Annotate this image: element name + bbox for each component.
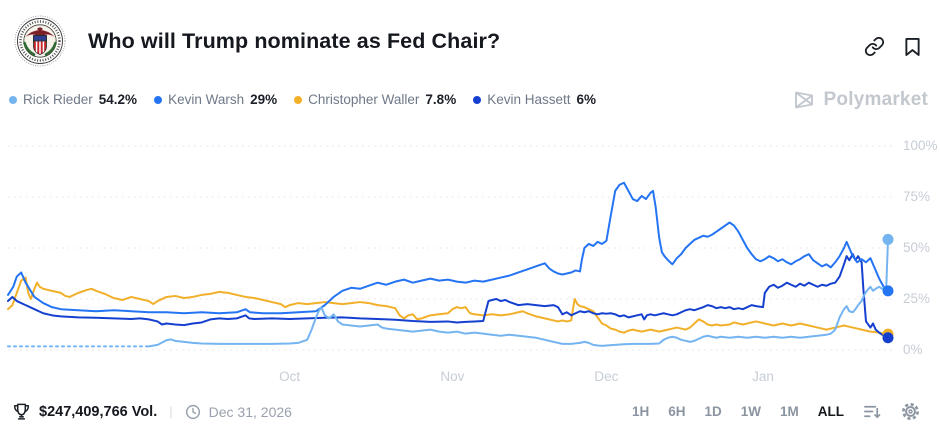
legend-item-christopher-waller[interactable]: Christopher Waller 7.8% bbox=[294, 92, 456, 107]
polymarket-wordmark: Polymarket bbox=[823, 89, 928, 110]
christopher-waller-dot-icon bbox=[294, 95, 303, 104]
price-chart[interactable] bbox=[0, 130, 940, 375]
x-tick-Nov: Nov bbox=[440, 369, 465, 384]
range-1d[interactable]: 1D bbox=[704, 404, 722, 419]
legend-item-kevin-hassett[interactable]: Kevin Hassett 6% bbox=[473, 92, 596, 107]
x-tick-Oct: Oct bbox=[279, 369, 301, 384]
warsh-end-dot bbox=[882, 285, 894, 297]
range-1w[interactable]: 1W bbox=[740, 404, 761, 419]
x-tick-Jan: Jan bbox=[752, 369, 774, 384]
page-title: Who will Trump nominate as Fed Chair? bbox=[88, 29, 501, 53]
rick-rieder-dot-icon bbox=[9, 95, 17, 104]
y-tick-100%: 100% bbox=[903, 138, 938, 153]
footer-market-stats: $247,409,766 Vol. | Dec 31, 2026 bbox=[12, 402, 292, 421]
trophy-icon bbox=[13, 403, 30, 420]
polymarket-logo-icon bbox=[794, 91, 813, 109]
rieder-line bbox=[147, 238, 889, 348]
time-range-toolbar: 1H 6H 1D 1W 1M ALL bbox=[632, 402, 920, 421]
federal-reserve-seal bbox=[14, 15, 66, 67]
clock-icon bbox=[185, 404, 200, 419]
range-1m[interactable]: 1M bbox=[779, 404, 799, 419]
header-actions bbox=[864, 36, 921, 57]
kevin-hassett-dot-icon bbox=[473, 95, 482, 104]
range-6h[interactable]: 6H bbox=[668, 404, 686, 419]
y-tick-75%: 75% bbox=[903, 189, 931, 204]
y-tick-50%: 50% bbox=[903, 240, 931, 255]
link-icon[interactable] bbox=[864, 36, 885, 57]
legend-item-rick-rieder[interactable]: Rick Rieder 54.2% bbox=[9, 92, 137, 107]
range-all[interactable]: ALL bbox=[817, 404, 844, 419]
market-end-date: Dec 31, 2026 bbox=[208, 403, 292, 420]
gear-icon[interactable] bbox=[901, 402, 920, 421]
footer-divider: | bbox=[169, 404, 173, 419]
hassett-line bbox=[7, 253, 889, 339]
waller-line bbox=[7, 276, 889, 336]
polymarket-watermark: Polymarket bbox=[792, 88, 928, 112]
rieder-end-dot bbox=[882, 233, 894, 245]
sort-order-icon[interactable] bbox=[863, 402, 882, 421]
bookmark-icon[interactable] bbox=[904, 37, 921, 57]
y-tick-0%: 0% bbox=[903, 342, 923, 357]
kevin-warsh-dot-icon bbox=[154, 95, 163, 104]
x-tick-Dec: Dec bbox=[594, 369, 619, 384]
volume-text: $247,409,766 Vol. bbox=[39, 403, 158, 420]
legend-item-kevin-warsh[interactable]: Kevin Warsh 29% bbox=[154, 92, 277, 107]
hassett-end-dot bbox=[882, 332, 894, 344]
range-1h[interactable]: 1H bbox=[631, 404, 650, 419]
y-tick-25%: 25% bbox=[903, 291, 931, 306]
chart-legend: Rick Rieder 54.2% Kevin Warsh 29% Christ… bbox=[9, 92, 596, 107]
warsh-line bbox=[7, 181, 889, 315]
